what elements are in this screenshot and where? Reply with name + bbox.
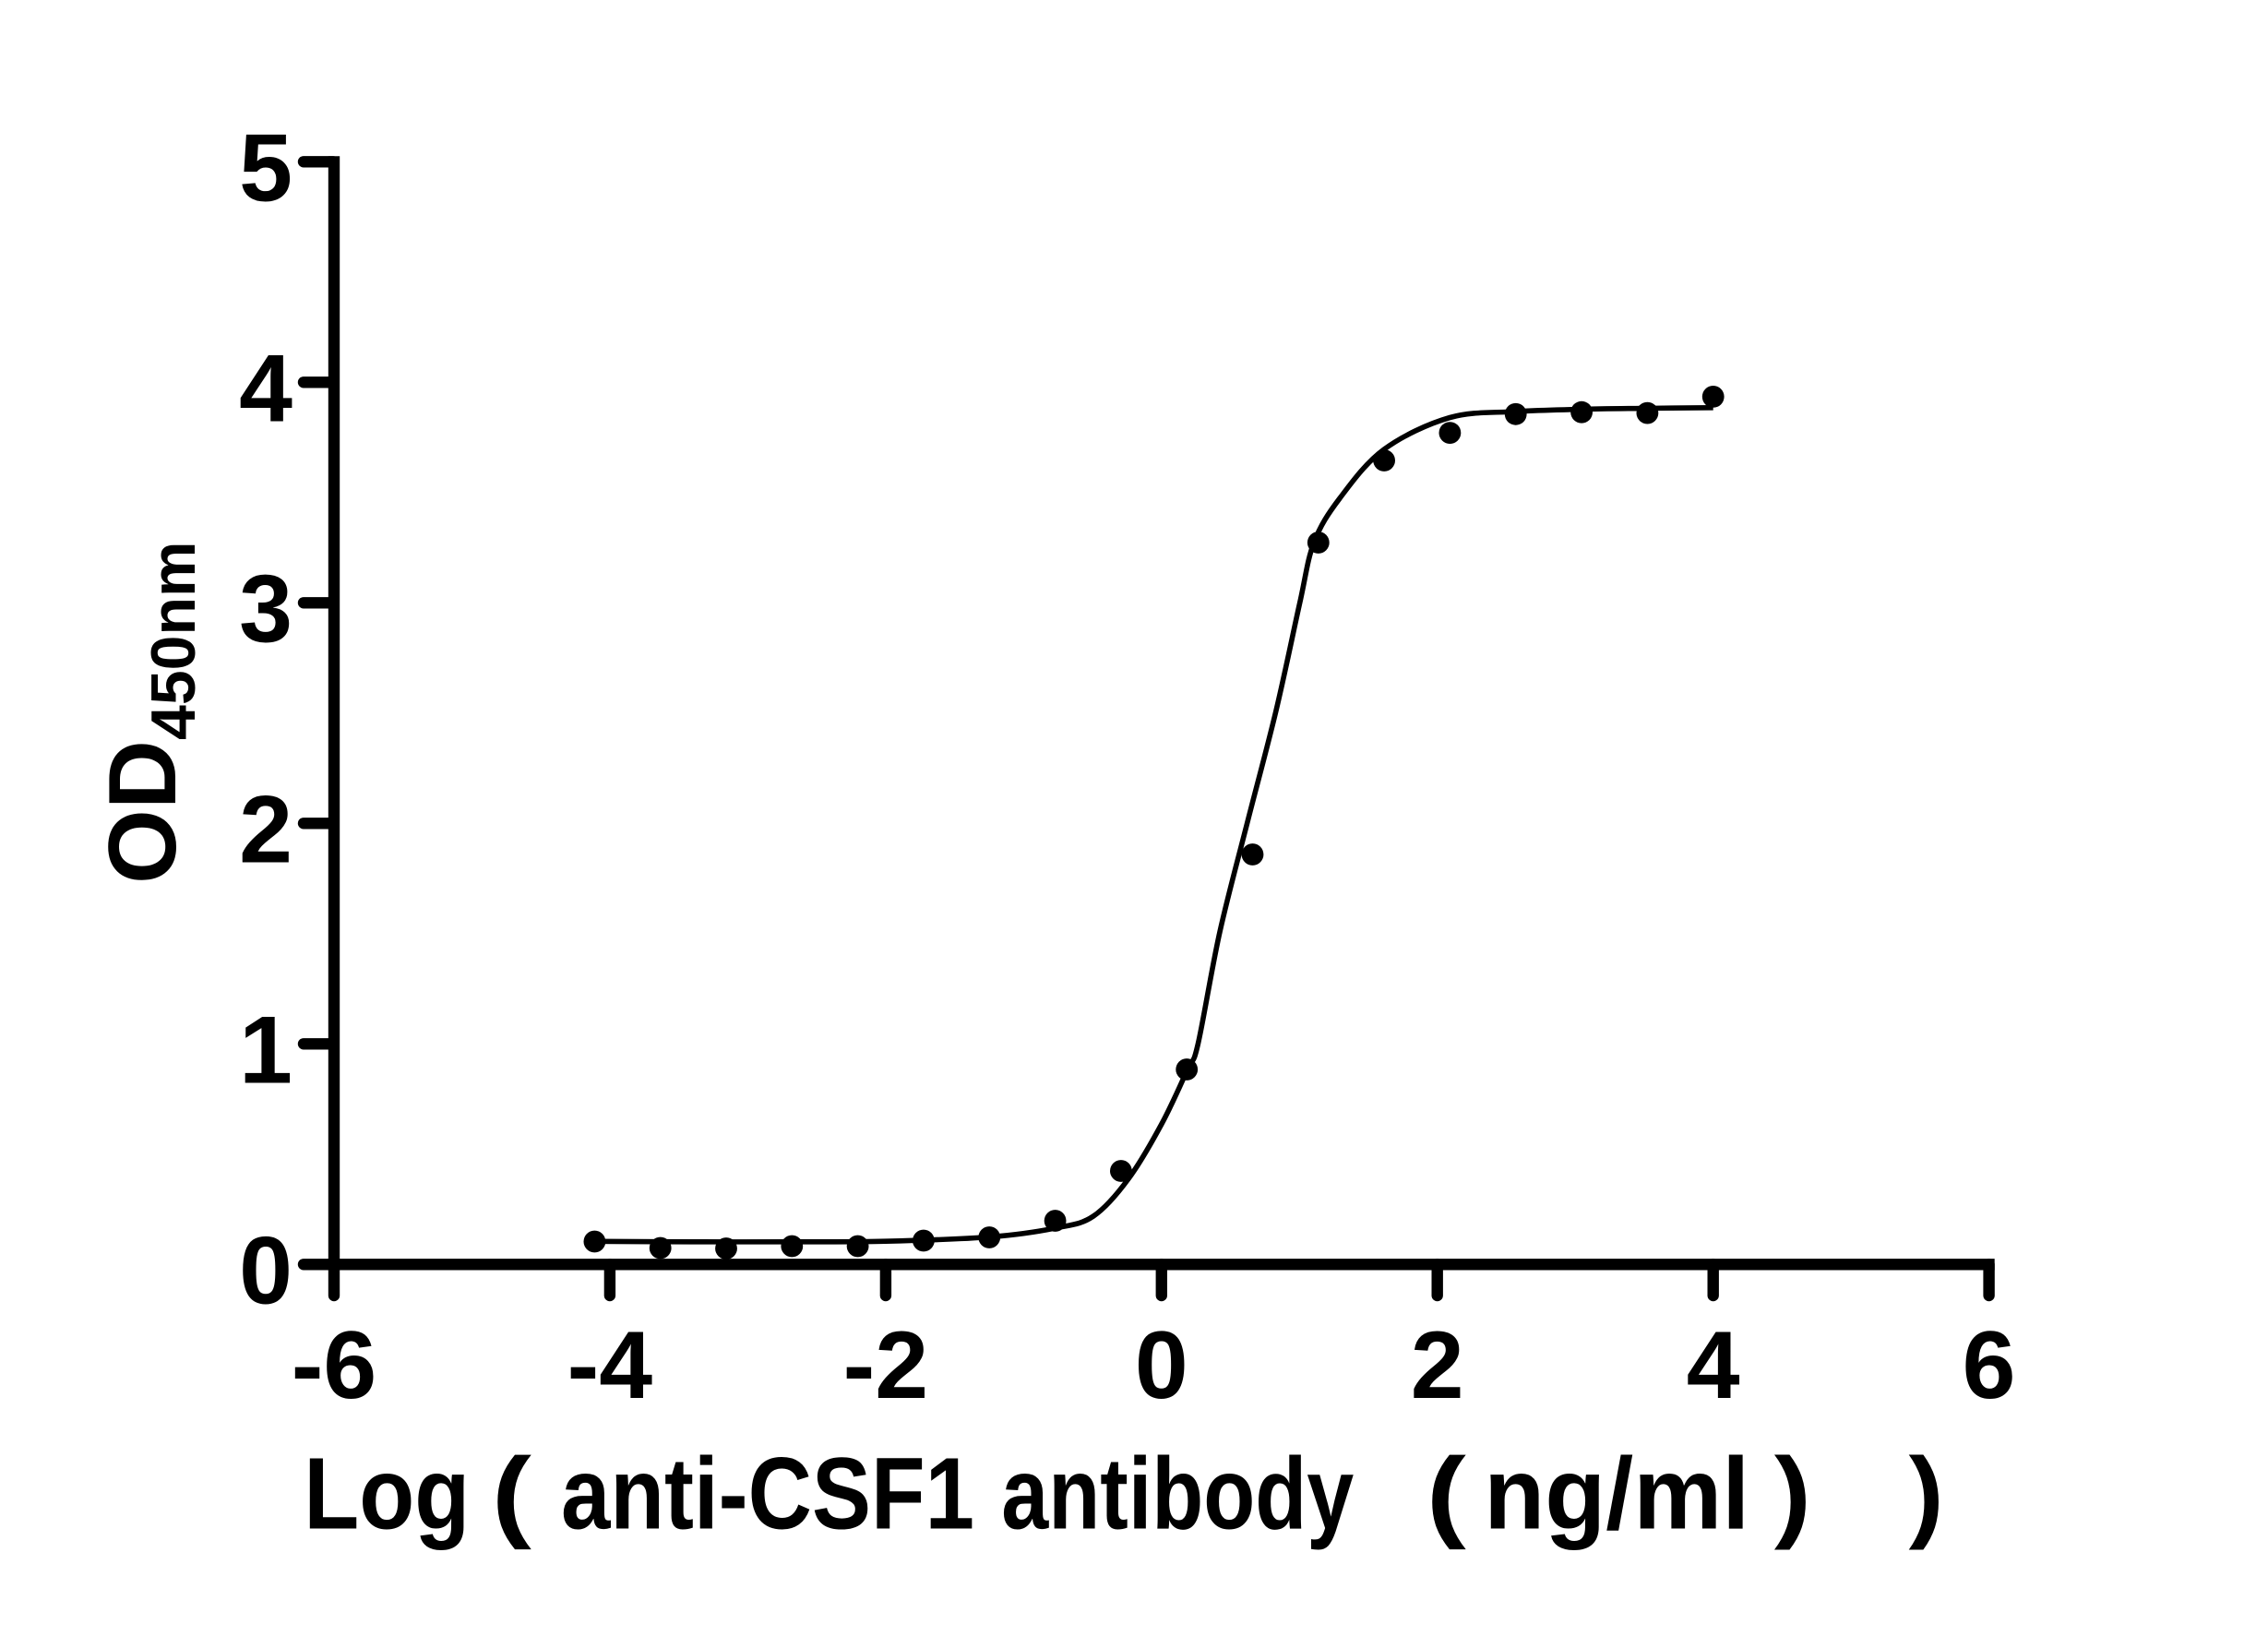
svg-text:antibody: antibody (1001, 1437, 1354, 1550)
svg-text:4: 4 (239, 335, 292, 442)
svg-text:0: 0 (239, 1217, 292, 1324)
svg-text:-6: -6 (292, 1312, 376, 1419)
svg-text:): ) (1909, 1437, 1944, 1550)
svg-text:-4: -4 (567, 1312, 653, 1419)
svg-text:anti-CSF1: anti-CSF1 (561, 1437, 974, 1550)
svg-text:6: 6 (1963, 1312, 2016, 1419)
svg-text:(: ( (492, 1437, 531, 1550)
svg-text:0: 0 (1135, 1312, 1188, 1419)
svg-text:4: 4 (1687, 1312, 1740, 1419)
svg-text:): ) (1774, 1437, 1811, 1550)
svg-text:2: 2 (239, 776, 292, 883)
svg-text:(: ( (1426, 1437, 1466, 1550)
svg-text:2: 2 (1411, 1312, 1464, 1419)
svg-text:1: 1 (239, 997, 292, 1104)
svg-text:ng/ml: ng/ml (1484, 1437, 1749, 1550)
svg-text:5: 5 (239, 114, 292, 221)
svg-text:3: 3 (239, 555, 292, 663)
svg-text:Log: Log (304, 1437, 470, 1550)
svg-text:-2: -2 (843, 1312, 928, 1419)
